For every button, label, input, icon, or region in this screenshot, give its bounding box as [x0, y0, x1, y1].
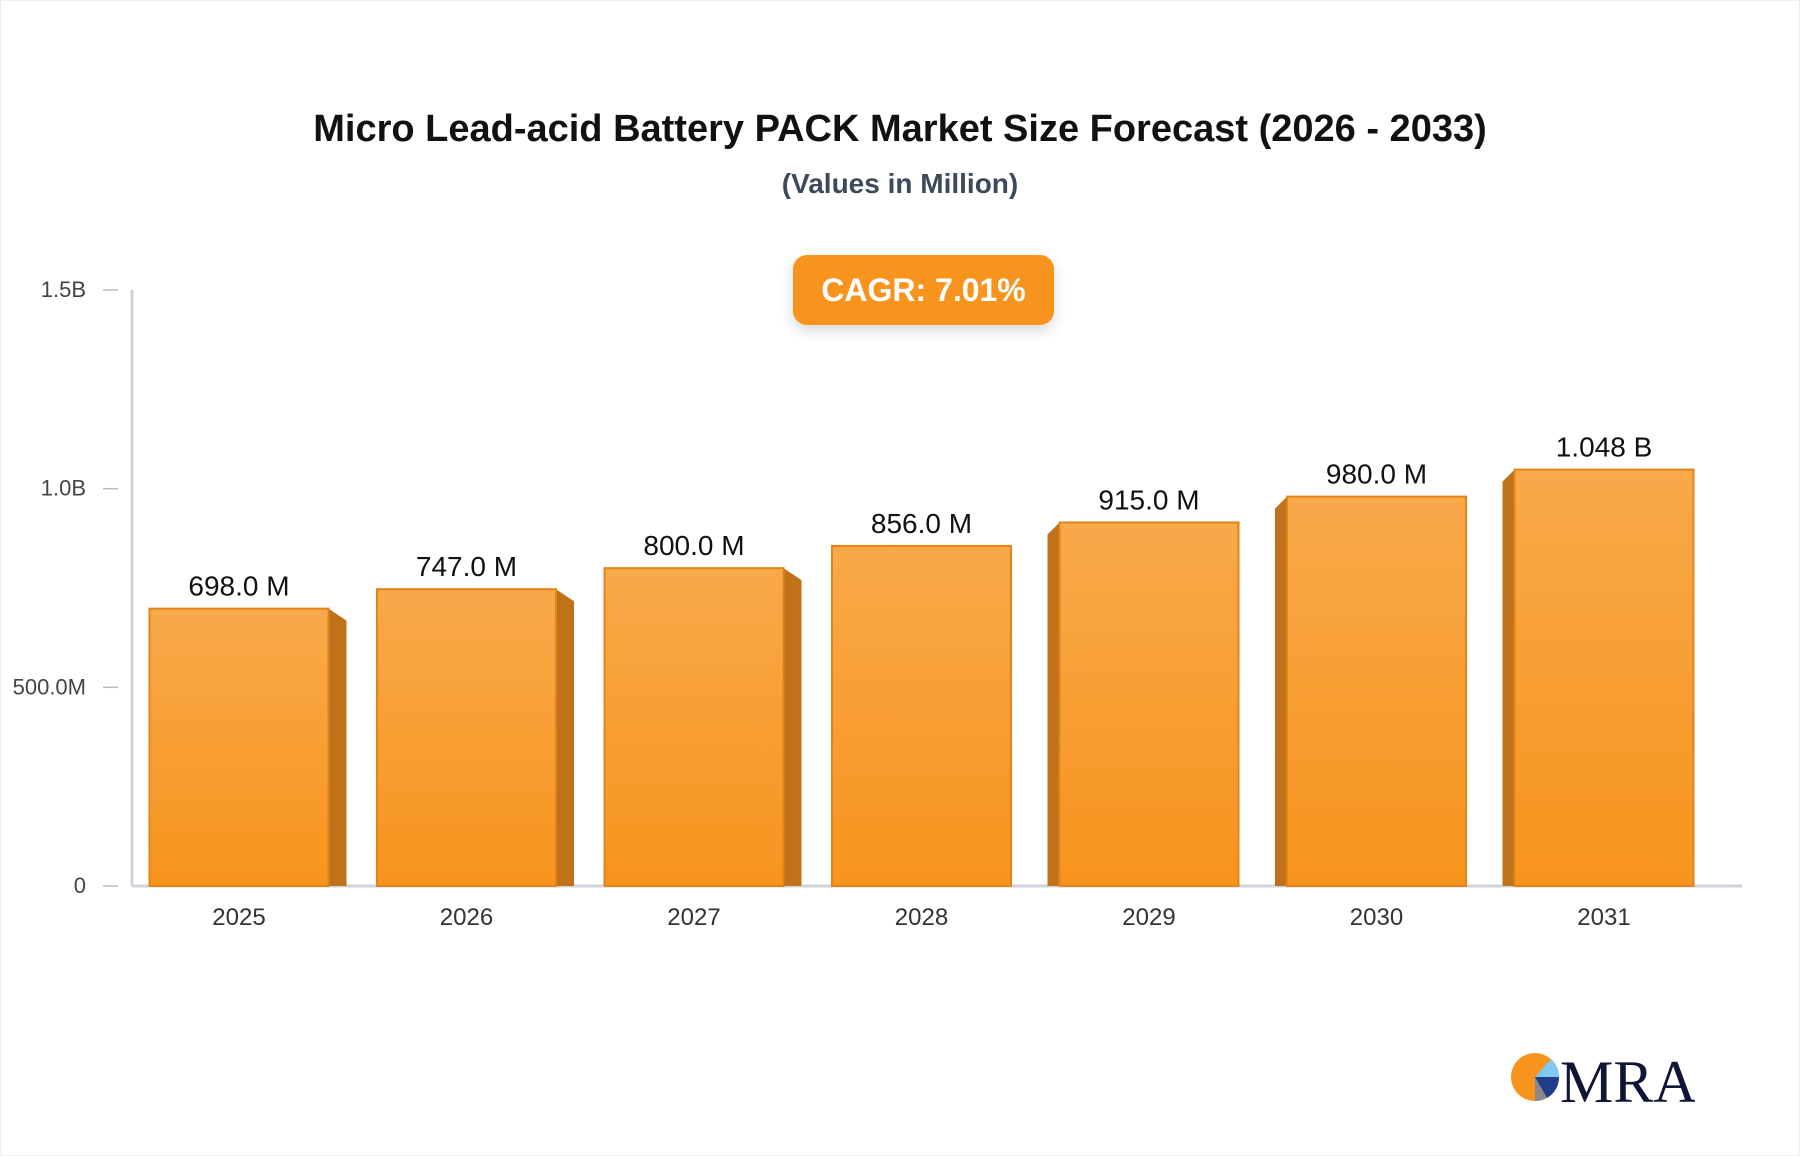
x-tick-label: 2030: [1350, 904, 1403, 931]
data-label: 698.0 M: [188, 571, 289, 602]
bar: [1286, 495, 1467, 887]
x-tick-label: 2031: [1577, 904, 1630, 931]
x-tick-label: 2028: [895, 904, 948, 931]
x-tick-label: 2027: [667, 904, 720, 931]
x-tick-label: 2025: [212, 904, 265, 931]
data-label: 980.0 M: [1326, 459, 1427, 490]
chart-title: Micro Lead-acid Battery PACK Market Size…: [313, 108, 1487, 150]
bar-side: [1275, 496, 1287, 886]
data-label: 1.048 B: [1556, 432, 1653, 463]
data-label: 747.0 M: [416, 551, 517, 582]
bar-side: [1502, 469, 1515, 886]
bar: [376, 588, 557, 888]
bar: [831, 544, 1012, 888]
data-label: 856.0 M: [871, 508, 972, 539]
y-tick-label: 500.0M: [13, 674, 86, 699]
cagr-badge: CAGR: 7.01%: [793, 255, 1054, 325]
bar: [148, 607, 330, 887]
bar: [603, 567, 785, 888]
data-label: 915.0 M: [1098, 484, 1199, 515]
x-tick-label: 2026: [440, 904, 493, 931]
mra-logo: MRA: [1511, 1049, 1695, 1110]
bar: [1513, 468, 1695, 887]
chart-subtitle: (Values in Million): [781, 168, 1019, 199]
data-label: 800.0 M: [643, 530, 744, 561]
svg-text:MRA: MRA: [1560, 1049, 1695, 1110]
y-tick-label: 1.0B: [41, 476, 86, 501]
y-tick-label: 1.5B: [41, 277, 86, 302]
bar-side: [328, 608, 347, 886]
y-tick-label: 0: [74, 873, 86, 898]
bar-side: [783, 568, 802, 886]
bar: [1058, 521, 1240, 887]
bar-side: [1047, 522, 1060, 886]
bar-side: [556, 589, 574, 886]
x-tick-label: 2029: [1122, 904, 1175, 931]
